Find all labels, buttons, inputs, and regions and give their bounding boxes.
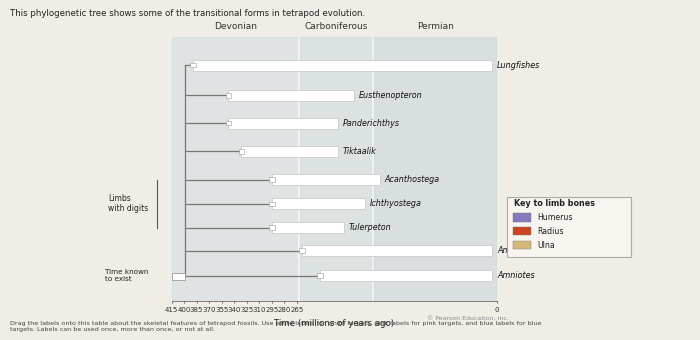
Bar bbox=[513, 241, 531, 249]
Text: Acanthostega: Acanthostega bbox=[385, 175, 440, 184]
Text: Drag the labels onto this table about the skeletal features of tetrapod fossils.: Drag the labels onto this table about th… bbox=[10, 321, 542, 332]
Bar bbox=[228, 90, 354, 101]
Bar bbox=[299, 37, 373, 301]
Text: 415: 415 bbox=[165, 307, 178, 313]
Text: Eusthenopteron: Eusthenopteron bbox=[358, 91, 422, 100]
Text: Amphibians: Amphibians bbox=[497, 246, 545, 255]
Text: Ulna: Ulna bbox=[538, 241, 555, 250]
Text: Limbs
with digits: Limbs with digits bbox=[108, 194, 148, 214]
Text: © Pearson Education, Inc.: © Pearson Education, Inc. bbox=[427, 316, 509, 321]
Bar bbox=[316, 273, 323, 278]
Text: 400: 400 bbox=[177, 307, 190, 313]
Bar bbox=[225, 93, 232, 98]
Bar bbox=[228, 118, 337, 129]
Text: Key to limb bones: Key to limb bones bbox=[514, 199, 596, 208]
Bar bbox=[299, 249, 304, 253]
Text: Devonian: Devonian bbox=[214, 22, 257, 31]
Text: 370: 370 bbox=[202, 307, 216, 313]
Bar bbox=[272, 174, 380, 185]
Bar bbox=[513, 214, 531, 222]
Text: This phylogenetic tree shows some of the transitional forms in tetrapod evolutio: This phylogenetic tree shows some of the… bbox=[10, 8, 365, 17]
Text: 310: 310 bbox=[253, 307, 266, 313]
Bar bbox=[172, 37, 299, 301]
Text: 280: 280 bbox=[278, 307, 291, 313]
Text: 385: 385 bbox=[190, 307, 203, 313]
Text: 355: 355 bbox=[215, 307, 228, 313]
Bar bbox=[513, 227, 531, 235]
Text: Humerus: Humerus bbox=[538, 213, 573, 222]
Text: Tiktaalik: Tiktaalik bbox=[342, 147, 376, 156]
Text: Time (millions of years ago): Time (millions of years ago) bbox=[274, 319, 394, 328]
Bar bbox=[272, 199, 365, 209]
Text: Amniotes: Amniotes bbox=[497, 271, 535, 280]
Text: Panderichthys: Panderichthys bbox=[342, 119, 400, 128]
Bar bbox=[239, 149, 244, 154]
Text: Carboniferous: Carboniferous bbox=[304, 22, 368, 31]
Bar bbox=[302, 245, 492, 256]
Bar bbox=[373, 37, 497, 301]
Text: Radius: Radius bbox=[538, 227, 564, 236]
Bar bbox=[320, 270, 492, 282]
Bar bbox=[270, 177, 275, 182]
Text: Permian: Permian bbox=[416, 22, 454, 31]
Bar bbox=[225, 121, 232, 125]
Bar bbox=[241, 146, 337, 157]
Bar bbox=[172, 273, 185, 280]
Text: Lungfishes: Lungfishes bbox=[497, 61, 540, 70]
Bar bbox=[190, 63, 195, 67]
Text: Ichthyostega: Ichthyostega bbox=[370, 200, 422, 208]
Text: 325: 325 bbox=[240, 307, 253, 313]
Text: 340: 340 bbox=[228, 307, 241, 313]
Text: 265: 265 bbox=[290, 307, 303, 313]
FancyBboxPatch shape bbox=[507, 197, 631, 257]
Text: 0: 0 bbox=[495, 307, 499, 313]
Bar bbox=[270, 202, 275, 206]
Bar bbox=[272, 222, 344, 233]
Bar bbox=[193, 59, 492, 71]
Bar bbox=[270, 225, 275, 230]
Text: 295: 295 bbox=[265, 307, 279, 313]
Text: Tulerpeton: Tulerpeton bbox=[349, 223, 391, 232]
Text: Time known
to exist: Time known to exist bbox=[105, 269, 148, 282]
